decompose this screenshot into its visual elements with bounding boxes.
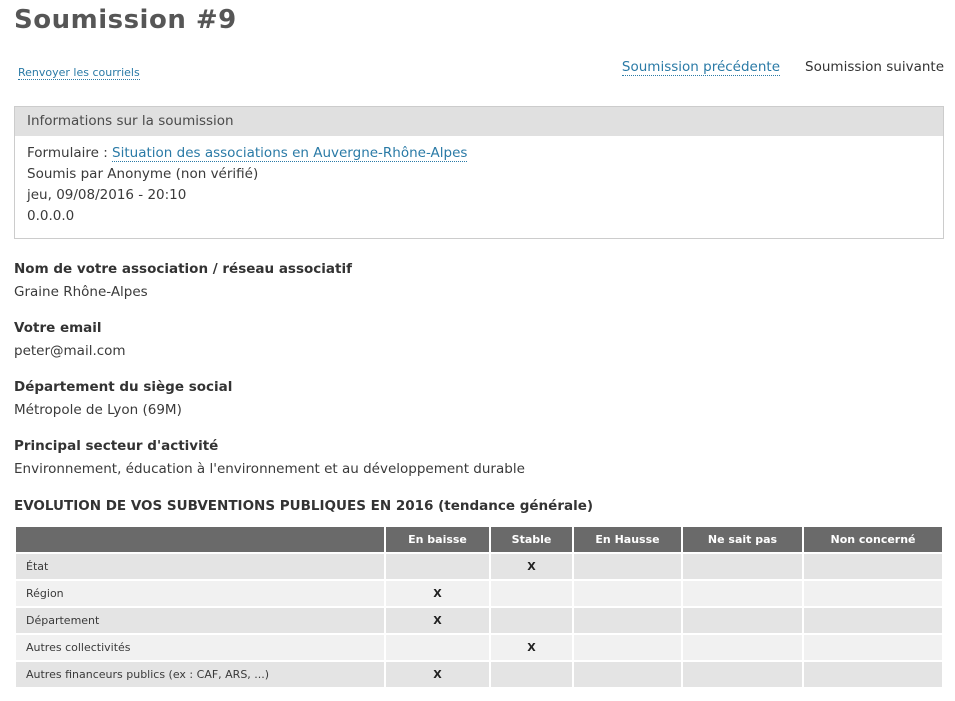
grid-row-label: Autres collectivités (16, 635, 384, 660)
grid-cell (491, 662, 572, 687)
grid-row-label: État (16, 554, 384, 579)
field-email: Votre email peter@mail.com (14, 320, 944, 359)
subsidies-grid-table: En baisse Stable En Hausse Ne sait pas N… (14, 525, 944, 689)
grid-cell (574, 581, 681, 606)
grid-cell: X (386, 662, 489, 687)
field-secteur: Principal secteur d'activité Environneme… (14, 438, 944, 477)
grid-cell (574, 662, 681, 687)
field-label: Nom de votre association / réseau associ… (14, 261, 352, 277)
grid-cell: X (386, 608, 489, 633)
field-value: Graine Rhône-Alpes (14, 284, 148, 300)
page-title: Soumission #9 (14, 5, 237, 35)
grid-cell (804, 581, 942, 606)
grid-cell (683, 554, 802, 579)
grid-cell (683, 635, 802, 660)
grid-cell (804, 635, 942, 660)
grid-cell (804, 662, 942, 687)
submitted-by-line: Soumis par Anonyme (non vérifié) (27, 166, 259, 182)
subsidies-grid-title: EVOLUTION DE VOS SUBVENTIONS PUBLIQUES E… (14, 498, 594, 514)
form-prefix-label: Formulaire : (27, 145, 108, 161)
grid-header-en-baisse: En baisse (386, 527, 489, 552)
form-line: Formulaire : Situation des associations … (27, 143, 931, 164)
field-label: Département du siège social (14, 379, 233, 395)
grid-cell (574, 554, 681, 579)
grid-row-autres-financeurs: Autres financeurs publics (ex : CAF, ARS… (16, 662, 942, 687)
toolbar: Renvoyer les courriels Soumission précéd… (14, 59, 944, 80)
grid-row-departement: Département X (16, 608, 942, 633)
next-submission-label: Soumission suivante (805, 59, 944, 75)
grid-header-non-concerne: Non concerné (804, 527, 942, 552)
grid-cell (683, 581, 802, 606)
field-value: Environnement, éducation à l'environneme… (14, 461, 525, 477)
grid-cell (574, 608, 681, 633)
submission-date-line: jeu, 09/08/2016 - 20:10 (27, 187, 187, 203)
field-label: Votre email (14, 320, 102, 336)
submission-ip-line: 0.0.0.0 (27, 208, 75, 224)
grid-header-ne-sait-pas: Ne sait pas (683, 527, 802, 552)
form-link[interactable]: Situation des associations en Auvergne-R… (112, 145, 468, 162)
grid-row-label: Autres financeurs publics (ex : CAF, ARS… (16, 662, 384, 687)
submission-info-box: Informations sur la soumission Formulair… (14, 106, 944, 239)
grid-row-autres-collectivites: Autres collectivités X (16, 635, 942, 660)
grid-cell: X (386, 581, 489, 606)
grid-row-region: Région X (16, 581, 942, 606)
grid-cell (804, 554, 942, 579)
submission-fields: Nom de votre association / réseau associ… (14, 261, 944, 477)
previous-submission-link[interactable]: Soumission précédente (621, 59, 781, 76)
grid-cell (386, 635, 489, 660)
grid-row-label: Département (16, 608, 384, 633)
submission-nav: Soumission précédente Soumission suivant… (621, 59, 944, 76)
info-box-title: Informations sur la soumission (15, 107, 943, 136)
field-departement: Département du siège social Métropole de… (14, 379, 944, 418)
grid-row-etat: État X (16, 554, 942, 579)
info-box-body: Formulaire : Situation des associations … (15, 136, 943, 238)
field-value: peter@mail.com (14, 343, 126, 359)
grid-header-stable: Stable (491, 527, 572, 552)
resend-emails-link[interactable]: Renvoyer les courriels (18, 66, 140, 80)
grid-cell (683, 608, 802, 633)
grid-cell (574, 635, 681, 660)
grid-cell (804, 608, 942, 633)
grid-row-label: Région (16, 581, 384, 606)
grid-header-empty (16, 527, 384, 552)
field-value: Métropole de Lyon (69M) (14, 402, 182, 418)
grid-cell: X (491, 554, 572, 579)
grid-cell (491, 581, 572, 606)
field-association-name: Nom de votre association / réseau associ… (14, 261, 944, 300)
grid-cell (386, 554, 489, 579)
field-label: Principal secteur d'activité (14, 438, 219, 454)
grid-cell (491, 608, 572, 633)
grid-header-row: En baisse Stable En Hausse Ne sait pas N… (16, 527, 942, 552)
grid-header-en-hausse: En Hausse (574, 527, 681, 552)
grid-cell (683, 662, 802, 687)
grid-cell: X (491, 635, 572, 660)
